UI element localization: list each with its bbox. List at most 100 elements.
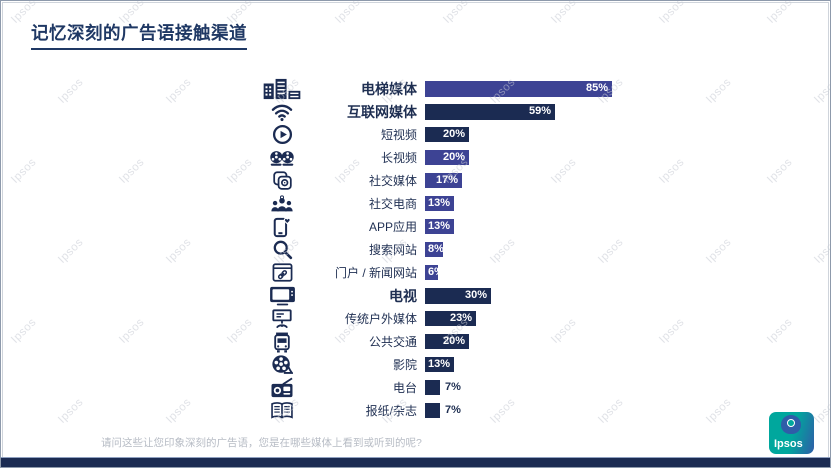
watermark-text: Ipsos <box>56 236 86 266</box>
radio-icon <box>257 377 307 398</box>
browser-link-icon <box>257 263 307 282</box>
tv-icon <box>257 285 307 306</box>
bar: 30% <box>425 287 491 304</box>
bar: 13% <box>425 196 454 211</box>
bar-value-label: 13% <box>427 197 450 209</box>
chart-row: 互联网媒体 59% <box>257 100 817 123</box>
bar-value-label: 20% <box>442 335 465 347</box>
social-apps-icon <box>257 170 307 191</box>
row-label: 搜索网站 <box>368 243 417 257</box>
bar: 13% <box>425 219 454 234</box>
bar-track: 20% <box>425 334 817 350</box>
bar <box>425 380 440 395</box>
bar-track: 8% <box>425 242 817 258</box>
chart-row: 公共交通 20% <box>257 330 817 353</box>
chart-row: 传统户外媒体 23% <box>257 307 817 330</box>
bar-value-label: 8% <box>428 243 444 255</box>
bar-track: 13% <box>425 196 817 212</box>
chart-row: 长视频 20% <box>257 146 817 169</box>
row-label: 公共交通 <box>368 335 417 349</box>
bar: 85% <box>425 80 612 97</box>
bar-value-label: 13% <box>427 358 450 370</box>
bar-value-label: 13% <box>427 220 450 232</box>
row-label: APP应用 <box>368 220 417 234</box>
row-label: 长视频 <box>380 151 417 165</box>
bar-chart: 电梯媒体 85% 互联网媒体 59% 短视频 20% 长视频 20% <box>257 77 817 422</box>
newspaper-icon <box>257 401 307 420</box>
bus-icon <box>257 331 307 353</box>
row-label: 电台 <box>392 381 417 395</box>
bar-track: 13% <box>425 219 817 235</box>
chart-row: 门户 / 新闻网站 6% <box>257 261 817 284</box>
watermark-text: Ipsos <box>9 316 39 346</box>
row-label: 传统户外媒体 <box>344 312 417 326</box>
bar: 8% <box>425 242 444 257</box>
billboard-icon <box>257 308 307 330</box>
watermark-text: Ipsos <box>225 156 255 186</box>
bar-track: 20% <box>425 127 817 143</box>
row-label: 社交媒体 <box>368 174 417 188</box>
row-label: 报纸/杂志 <box>365 404 417 418</box>
bar-value-label: 30% <box>464 289 487 301</box>
watermark-text: Ipsos <box>549 1 579 26</box>
watermark-text: Ipsos <box>441 1 471 26</box>
logo-text: Ipsos <box>774 437 803 450</box>
chart-row: 报纸/杂志 7% <box>257 399 817 422</box>
bar: 20% <box>425 150 469 165</box>
ipsos-emblem-icon <box>781 415 801 434</box>
row-label: 电视 <box>389 287 417 304</box>
ipsos-logo: Ipsos <box>769 412 814 454</box>
watermark-text: Ipsos <box>657 1 687 26</box>
watermark-text: Ipsos <box>765 1 795 26</box>
chart-row: 社交媒体 17% <box>257 169 817 192</box>
bar: 20% <box>425 334 469 349</box>
watermark-text: Ipsos <box>117 156 147 186</box>
buildings-icon <box>257 78 307 100</box>
bar-value-label: 7% <box>445 404 461 416</box>
bar: 20% <box>425 127 469 142</box>
footnote-question: 请问这些让您印象深刻的广告语，您是在哪些媒体上看到或听到的呢? <box>101 437 422 449</box>
bar: 6% <box>425 265 444 280</box>
chart-row: 社交电商 13% <box>257 192 817 215</box>
phone-heart-icon <box>257 216 307 238</box>
chart-row: APP应用 13% <box>257 215 817 238</box>
bar: 13% <box>425 357 454 372</box>
bar-value-label: 23% <box>449 312 472 324</box>
search-icon <box>257 239 307 260</box>
watermark-text: Ipsos <box>164 236 194 266</box>
watermark-text: Ipsos <box>164 76 194 106</box>
chart-row: 搜索网站 8% <box>257 238 817 261</box>
watermark-text: Ipsos <box>117 316 147 346</box>
play-icon <box>257 124 307 145</box>
bar-track: 17% <box>425 173 817 189</box>
bar: 23% <box>425 311 476 326</box>
watermark-text: Ipsos <box>56 76 86 106</box>
row-label: 短视频 <box>380 128 417 142</box>
bar-track: 30% <box>425 287 817 304</box>
bar-track: 6% <box>425 265 817 281</box>
wifi-icon <box>257 102 307 122</box>
bar-track: 20% <box>425 150 817 166</box>
watermark-text: Ipsos <box>333 1 363 26</box>
watermark-text: Ipsos <box>225 316 255 346</box>
bar-track: 85% <box>425 80 817 97</box>
row-label: 电梯媒体 <box>361 80 417 97</box>
bar: 59% <box>425 103 555 120</box>
watermark-text: Ipsos <box>164 396 194 426</box>
chart-row: 短视频 20% <box>257 123 817 146</box>
chart-row: 电梯媒体 85% <box>257 77 817 100</box>
watermark-text: Ipsos <box>56 396 86 426</box>
bar-value-label: 59% <box>528 105 551 117</box>
row-label: 门户 / 新闻网站 <box>334 266 417 280</box>
bar-value-label: 7% <box>445 381 461 393</box>
film-reels-icon <box>257 149 307 167</box>
chart-row: 影院 13% <box>257 353 817 376</box>
row-label: 影院 <box>392 358 417 372</box>
bar-value-label: 20% <box>442 151 465 163</box>
chart-row: 电台 7% <box>257 376 817 399</box>
bar-track: 23% <box>425 311 817 327</box>
watermark-text: Ipsos <box>9 156 39 186</box>
bottom-bar <box>1 457 830 467</box>
bar: 17% <box>425 173 462 188</box>
